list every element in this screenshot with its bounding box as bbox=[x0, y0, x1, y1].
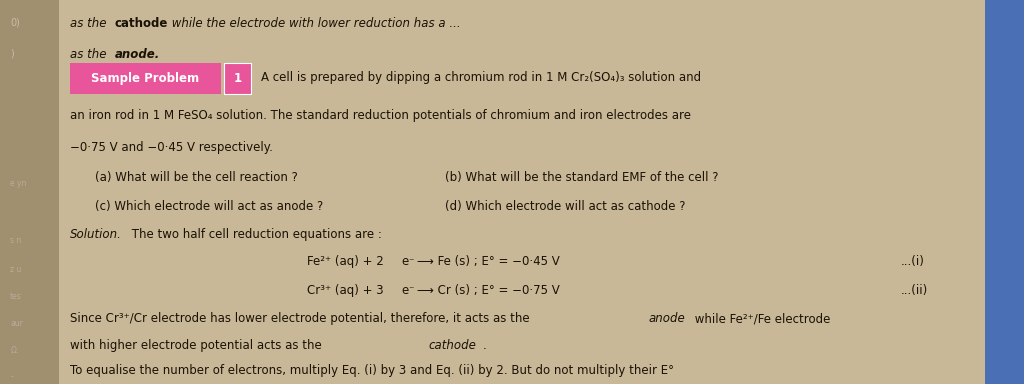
Text: Cr³⁺ (aq) + 3: Cr³⁺ (aq) + 3 bbox=[307, 284, 384, 297]
Text: with higher electrode potential acts as the: with higher electrode potential acts as … bbox=[70, 339, 326, 352]
Bar bbox=[0, 0, 59, 384]
Text: A cell is prepared by dipping a chromium rod in 1 M Cr₂(SO₄)₃ solution and: A cell is prepared by dipping a chromium… bbox=[261, 71, 701, 84]
Text: as the: as the bbox=[70, 48, 110, 61]
Text: Sample Problem: Sample Problem bbox=[91, 72, 200, 85]
Bar bbox=[224, 63, 251, 94]
Text: s n: s n bbox=[10, 236, 22, 245]
Text: anode.: anode. bbox=[115, 48, 160, 61]
Text: Since Cr³⁺/Cr electrode has lower electrode potential, therefore, it acts as the: Since Cr³⁺/Cr electrode has lower electr… bbox=[70, 312, 534, 325]
Text: Fe²⁺ (aq) + 2: Fe²⁺ (aq) + 2 bbox=[307, 255, 384, 268]
Text: while the electrode with lower reduction has a ...: while the electrode with lower reduction… bbox=[168, 17, 461, 30]
Text: (a) What will be the cell reaction ?: (a) What will be the cell reaction ? bbox=[95, 171, 298, 184]
Text: (b) What will be the standard EMF of the cell ?: (b) What will be the standard EMF of the… bbox=[445, 171, 719, 184]
Text: .: . bbox=[482, 339, 486, 352]
Text: z u: z u bbox=[10, 265, 22, 274]
Text: (d) Which electrode will act as cathode ?: (d) Which electrode will act as cathode … bbox=[445, 200, 686, 213]
Text: cathode: cathode bbox=[428, 339, 476, 352]
Text: 0): 0) bbox=[10, 17, 20, 27]
Text: e: e bbox=[401, 284, 409, 297]
Text: e: e bbox=[401, 255, 409, 268]
Text: ⁻: ⁻ bbox=[409, 286, 414, 296]
Text: cathode: cathode bbox=[115, 17, 168, 30]
Bar bbox=[70, 63, 221, 94]
Text: −0·75 V and −0·45 V respectively.: −0·75 V and −0·45 V respectively. bbox=[70, 141, 272, 154]
Text: ): ) bbox=[10, 48, 14, 58]
Text: ...(i): ...(i) bbox=[901, 255, 925, 268]
Text: e yn: e yn bbox=[10, 179, 27, 187]
Text: ⟶ Cr (s) ; E° = −0·75 V: ⟶ Cr (s) ; E° = −0·75 V bbox=[417, 284, 559, 297]
Text: anode: anode bbox=[648, 312, 685, 325]
Text: (c) Which electrode will act as anode ?: (c) Which electrode will act as anode ? bbox=[95, 200, 324, 213]
Text: ⟶ Fe (s) ; E° = −0·45 V: ⟶ Fe (s) ; E° = −0·45 V bbox=[417, 255, 559, 268]
Text: The two half cell reduction equations are :: The two half cell reduction equations ar… bbox=[128, 228, 382, 241]
Text: ...(ii): ...(ii) bbox=[901, 284, 929, 297]
Text: aur: aur bbox=[10, 319, 24, 328]
Text: To equalise the number of electrons, multiply Eq. (i) by 3 and Eq. (ii) by 2. Bu: To equalise the number of electrons, mul… bbox=[70, 364, 674, 377]
Text: tes: tes bbox=[10, 292, 22, 301]
Text: ⁻: ⁻ bbox=[409, 257, 414, 267]
Text: 1: 1 bbox=[233, 72, 242, 85]
Text: an iron rod in 1 M FeSO₄ solution. The standard reduction potentials of chromium: an iron rod in 1 M FeSO₄ solution. The s… bbox=[70, 109, 690, 122]
Text: Solution.: Solution. bbox=[70, 228, 122, 241]
Text: -: - bbox=[10, 372, 13, 381]
Text: as the: as the bbox=[70, 17, 110, 30]
Text: Ω.: Ω. bbox=[10, 346, 18, 354]
Text: while Fe²⁺/Fe electrode: while Fe²⁺/Fe electrode bbox=[691, 312, 830, 325]
Bar bbox=[985, 0, 1024, 384]
